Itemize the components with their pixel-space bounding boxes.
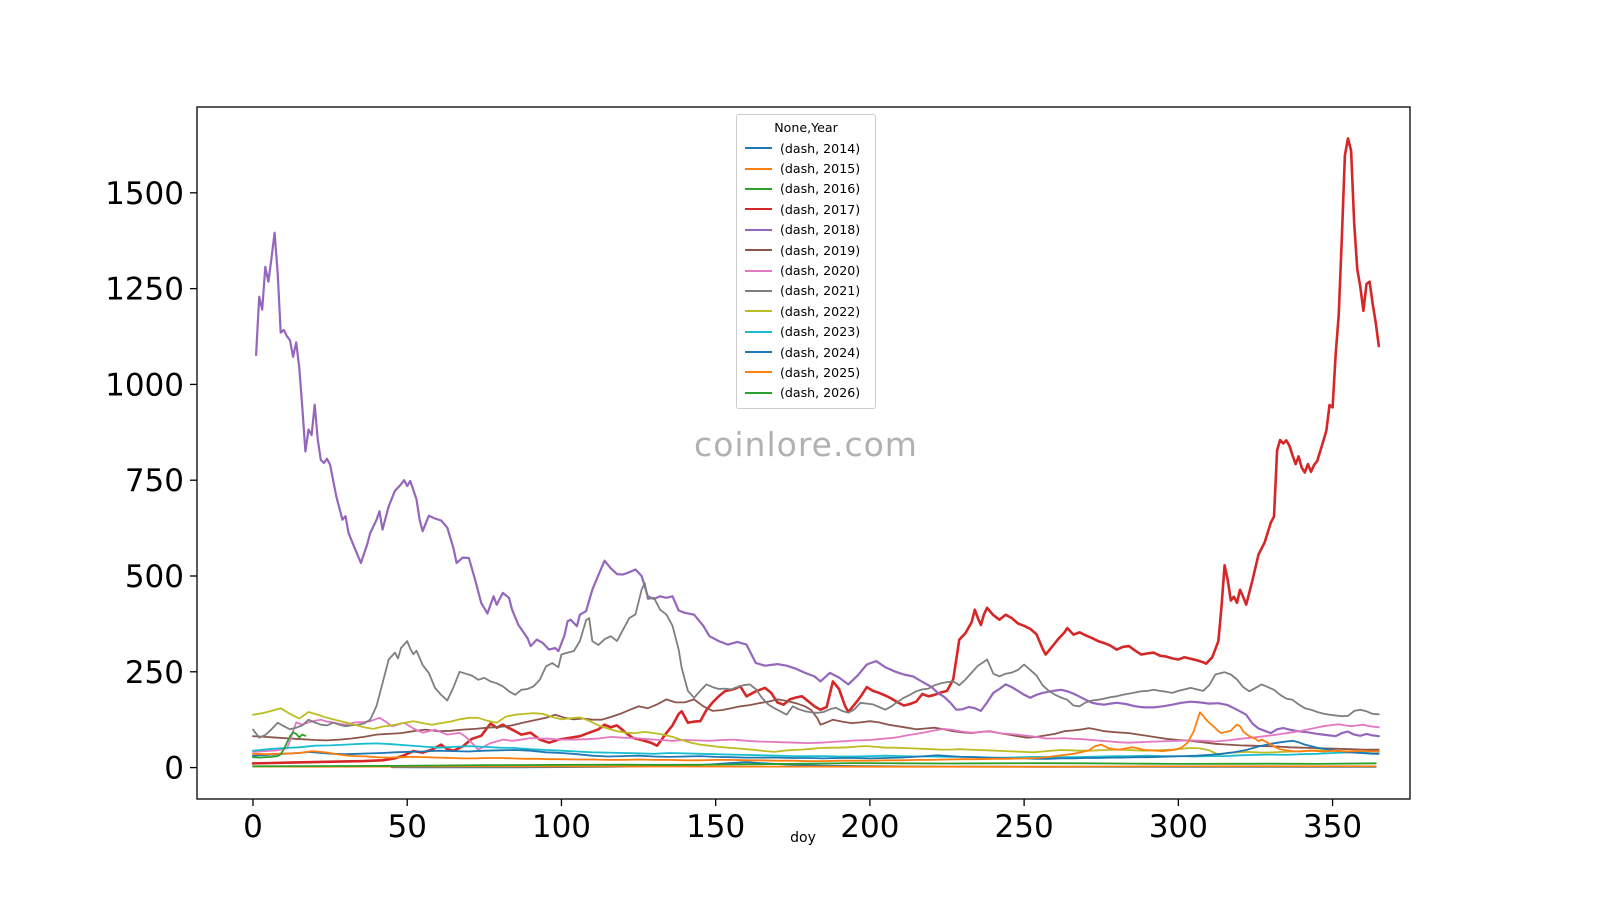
legend-swatch — [745, 371, 772, 374]
x-tick-label: 250 — [995, 809, 1054, 845]
series-line — [252, 711, 1380, 762]
legend-swatch — [745, 187, 772, 190]
legend-entry: (dash, 2018) — [745, 220, 867, 240]
x-tick-label: 50 — [387, 809, 426, 845]
legend-label: (dash, 2022) — [780, 303, 861, 319]
y-tick-label: 1250 — [105, 272, 184, 308]
legend-swatch — [745, 269, 772, 272]
legend-entry: (dash, 2023) — [745, 322, 867, 342]
legend-swatch — [745, 310, 772, 313]
x-tick-label: 300 — [1149, 809, 1208, 845]
x-tick-label: 100 — [532, 809, 591, 845]
legend-label: (dash, 2015) — [780, 161, 861, 177]
legend-swatch — [745, 289, 772, 292]
legend-swatch — [745, 330, 772, 333]
x-tick-label: 150 — [686, 809, 745, 845]
legend: None,Year (dash, 2014) (dash, 2015) (dash,… — [736, 114, 876, 410]
legend-label: (dash, 2017) — [780, 201, 861, 217]
legend-entry: (dash, 2025) — [745, 362, 867, 382]
legend-swatch — [745, 147, 772, 150]
legend-swatch — [745, 249, 772, 252]
y-tick-label: 1500 — [105, 176, 184, 212]
series-line — [252, 707, 1380, 756]
x-tick-label: 0 — [243, 809, 263, 845]
legend-entry: (dash, 2024) — [745, 342, 867, 362]
legend-entry: (dash, 2021) — [745, 281, 867, 301]
legend-swatch — [745, 228, 772, 231]
series-line — [251, 137, 1381, 765]
y-tick-label: 500 — [125, 559, 184, 595]
series-line — [252, 762, 1377, 768]
series-line — [252, 739, 1380, 760]
series-line — [252, 731, 307, 759]
legend-title: None,Year — [774, 120, 838, 135]
legend-label: (dash, 2019) — [780, 242, 861, 258]
series-line — [255, 231, 1380, 738]
x-axis-label: doy — [790, 830, 816, 846]
legend-entry: (dash, 2015) — [745, 158, 867, 178]
series-line — [252, 582, 1380, 739]
legend-entry: (dash, 2022) — [745, 301, 867, 321]
legend-entries: (dash, 2014) (dash, 2015) (dash, 2016) (das… — [745, 138, 867, 403]
legend-entry: (dash, 2026) — [745, 383, 867, 403]
legend-label: (dash, 2025) — [780, 364, 861, 380]
legend-label: (dash, 2014) — [780, 140, 861, 156]
series-line — [252, 698, 1380, 751]
x-tick-label: 350 — [1303, 809, 1362, 845]
legend-entry: (dash, 2016) — [745, 179, 867, 199]
legend-swatch — [745, 167, 772, 170]
legend-label: (dash, 2023) — [780, 324, 861, 340]
y-tick-label: 750 — [125, 463, 184, 499]
legend-label: (dash, 2024) — [780, 344, 861, 360]
watermark: coinlore.com — [694, 425, 918, 464]
legend-entry: (dash, 2020) — [745, 260, 867, 280]
legend-label: (dash, 2016) — [780, 181, 861, 197]
legend-label: (dash, 2026) — [780, 385, 861, 401]
legend-label: (dash, 2018) — [780, 222, 861, 238]
legend-swatch — [745, 391, 772, 394]
legend-label: (dash, 2021) — [780, 283, 861, 299]
y-tick-label: 250 — [125, 655, 184, 691]
y-tick-label: 0 — [164, 751, 184, 787]
legend-entry: (dash, 2017) — [745, 199, 867, 219]
plot-frame — [196, 106, 1411, 800]
x-tick-label: 200 — [840, 809, 899, 845]
legend-label: (dash, 2020) — [780, 263, 861, 279]
legend-entry: (dash, 2014) — [745, 138, 867, 158]
legend-entry: (dash, 2019) — [745, 240, 867, 260]
legend-swatch — [745, 208, 772, 211]
legend-swatch — [745, 351, 772, 354]
y-tick-label: 1000 — [105, 367, 184, 403]
